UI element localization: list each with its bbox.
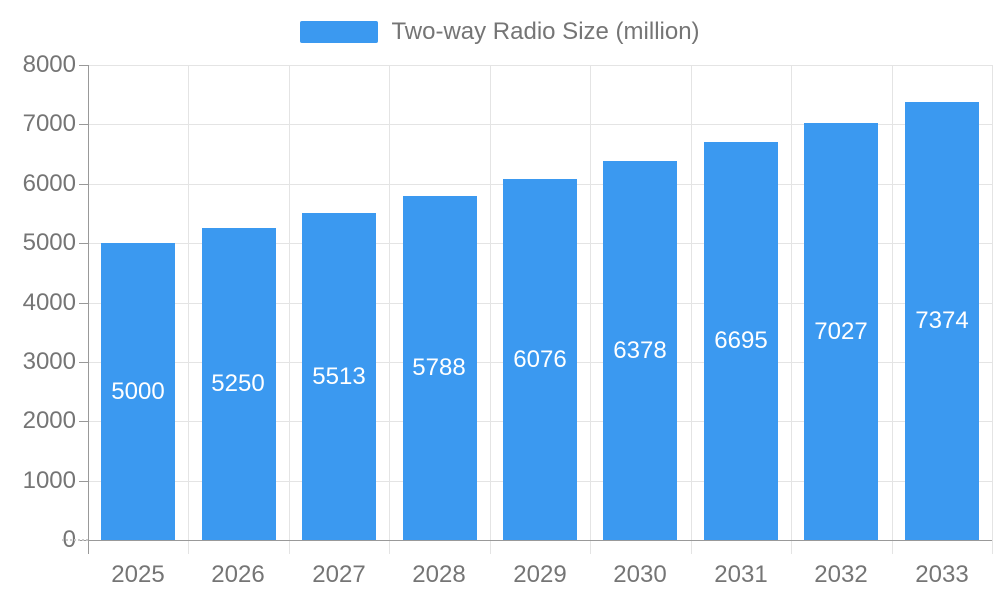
y-gridline <box>88 124 992 125</box>
bar[interactable] <box>804 123 878 540</box>
bar[interactable] <box>503 179 577 540</box>
x-tick-label: 2025 <box>111 561 165 588</box>
x-gridline <box>490 65 491 554</box>
bar[interactable] <box>101 243 175 540</box>
y-tick-label: 8000 <box>22 51 76 78</box>
x-gridline <box>590 65 591 554</box>
x-axis-line <box>88 540 992 541</box>
y-tick <box>79 65 88 66</box>
chart-legend[interactable]: Two-way Radio Size (million) <box>0 14 1000 50</box>
y-tick <box>79 481 88 482</box>
zero-tick-dotted <box>62 539 88 541</box>
x-gridline <box>691 65 692 554</box>
x-gridline <box>389 65 390 554</box>
y-tick <box>79 184 88 185</box>
y-tick-label: 4000 <box>22 289 76 316</box>
x-tick-label: 2028 <box>412 561 466 588</box>
bar[interactable] <box>704 142 778 540</box>
bar[interactable] <box>905 102 979 540</box>
x-tick-label: 2026 <box>211 561 265 588</box>
x-gridline <box>892 65 893 554</box>
x-tick-label: 2027 <box>312 561 366 588</box>
legend-swatch <box>300 21 379 43</box>
y-tick <box>79 243 88 244</box>
y-tick <box>79 124 88 125</box>
x-tick-label: 2029 <box>513 561 567 588</box>
x-gridline <box>992 65 993 554</box>
x-gridline <box>791 65 792 554</box>
y-tick-label: 3000 <box>22 348 76 375</box>
bar[interactable] <box>202 228 276 540</box>
x-tick-label: 2030 <box>613 561 667 588</box>
y-tick <box>79 303 88 304</box>
y-tick-label: 7000 <box>22 110 76 137</box>
y-tick <box>79 421 88 422</box>
y-tick-label: 5000 <box>22 229 76 256</box>
bar[interactable] <box>403 196 477 540</box>
x-tick-label: 2032 <box>814 561 868 588</box>
y-tick-label: 1000 <box>22 467 76 494</box>
bar[interactable] <box>603 161 677 540</box>
y-tick <box>79 362 88 363</box>
x-gridline <box>188 65 189 554</box>
y-tick-label: 6000 <box>22 170 76 197</box>
y-gridline <box>88 65 992 66</box>
x-gridline <box>289 65 290 554</box>
y-tick-label: 2000 <box>22 407 76 434</box>
y-axis-line <box>88 65 89 554</box>
bar[interactable] <box>302 213 376 540</box>
x-tick-label: 2031 <box>714 561 768 588</box>
x-tick-label: 2033 <box>915 561 969 588</box>
legend-label: Two-way Radio Size (million) <box>391 18 700 45</box>
